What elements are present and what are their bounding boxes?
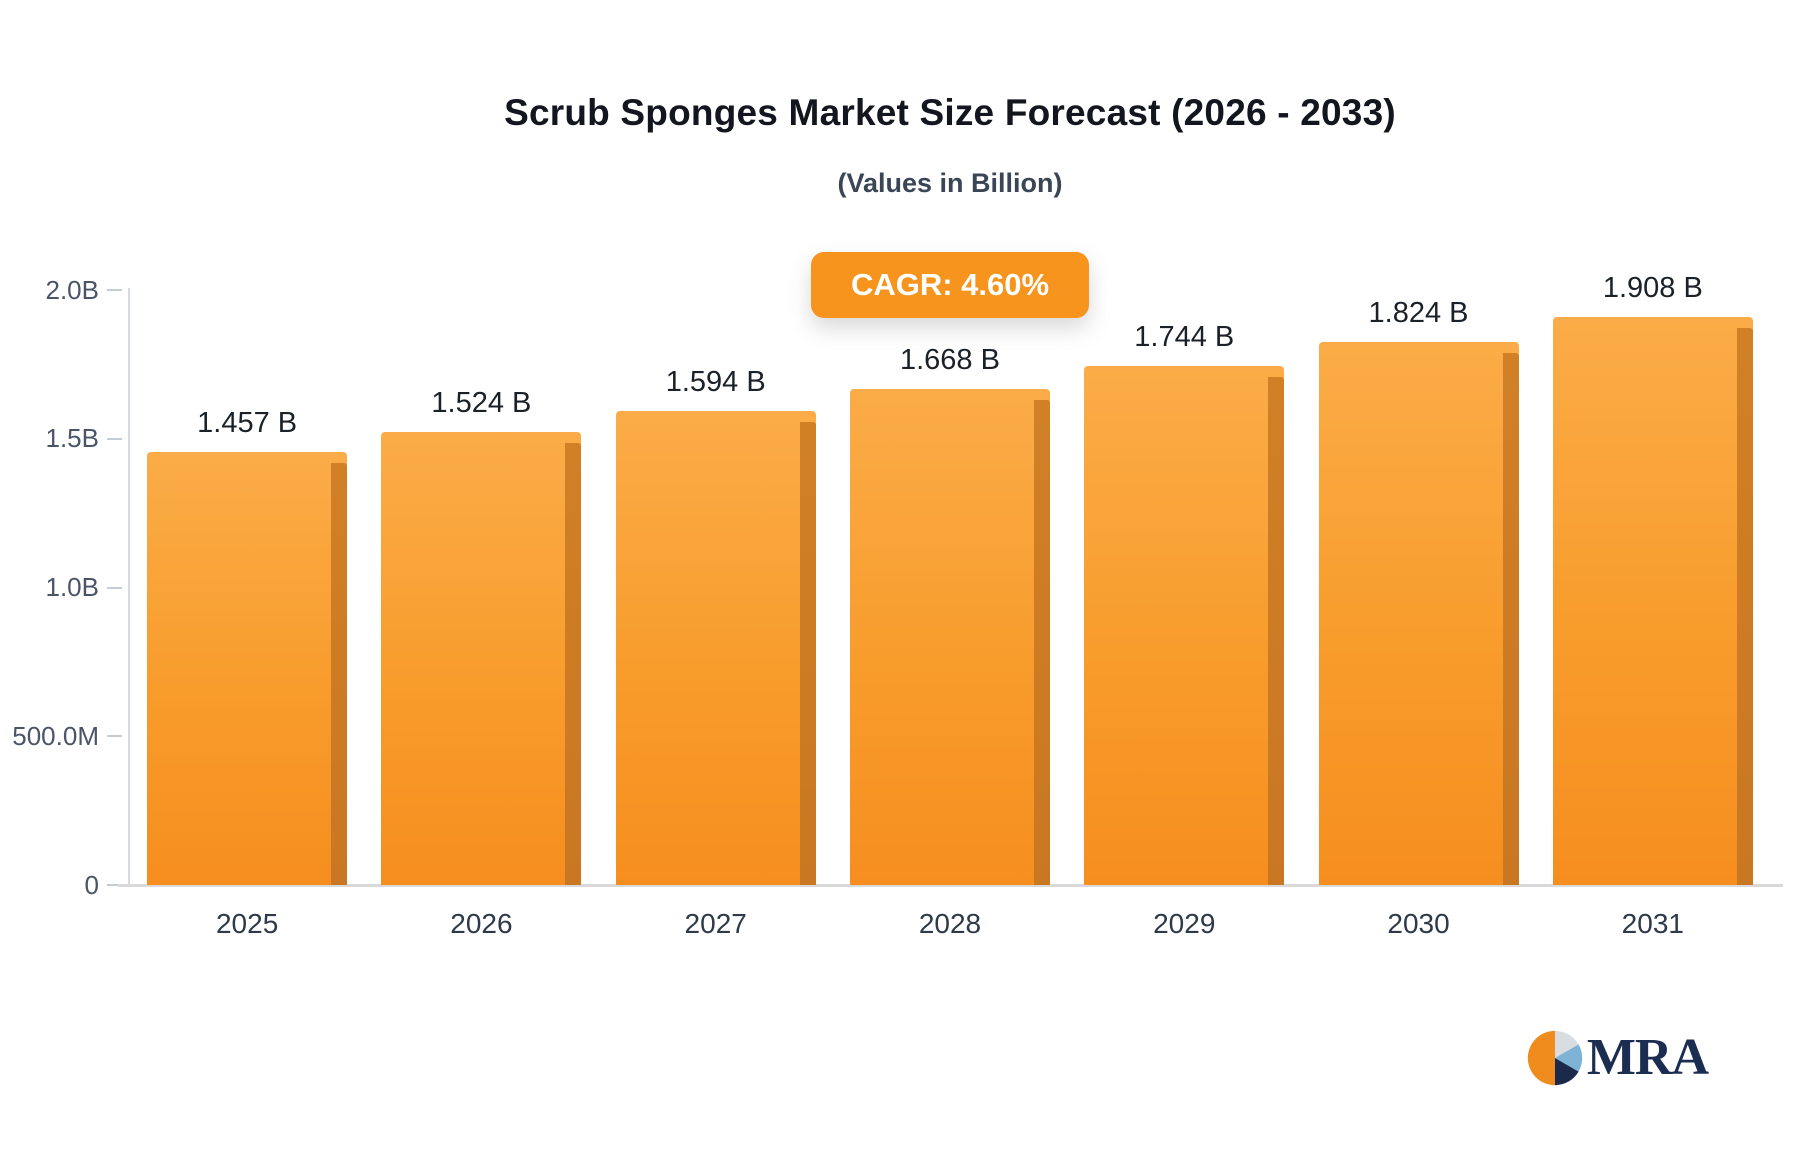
bar[interactable]: [381, 432, 582, 885]
mra-logo: MRA: [1526, 1028, 1709, 1087]
y-tick-label: 500.0M: [12, 720, 99, 751]
y-tick: 500.0M: [12, 720, 122, 751]
y-tick-label: 0: [84, 869, 99, 900]
y-tick-label: 1.0B: [45, 572, 100, 602]
bar[interactable]: [147, 452, 348, 885]
y-tick-mark: [107, 884, 122, 886]
x-axis-label: 2031: [1621, 908, 1684, 939]
y-tick-mark: [107, 437, 122, 440]
bar-side-face: [1033, 400, 1050, 885]
bar-group: 1.594 B: [599, 366, 833, 885]
y-tick-label: 1.5B: [45, 423, 100, 454]
x-axis-label: 2025: [215, 908, 279, 939]
chart-title: Scrub Sponges Market Size Forecast (2026…: [504, 92, 1396, 133]
y-tick-mark: [107, 735, 122, 738]
cagr-badge: CAGR: 4.60%: [810, 252, 1090, 318]
bar-side-face: [1736, 328, 1753, 885]
bar[interactable]: [1318, 342, 1519, 885]
x-axis-line: [118, 884, 1783, 887]
bar[interactable]: [1084, 366, 1285, 885]
y-axis: 2.0B 1.5B 1.0B 500.0M 0: [0, 275, 122, 900]
y-tick-mark: [107, 586, 122, 589]
bar-value-label: 1.744 B: [1134, 321, 1235, 353]
y-tick: 1.5B: [45, 423, 122, 454]
x-axis-label: 2028: [918, 908, 982, 939]
bar-group: 1.824 B: [1301, 297, 1535, 885]
bar[interactable]: [615, 411, 816, 885]
y-tick: 1.0B: [45, 572, 122, 602]
x-axis-labels: 2025 2026 2027 2028 2029 2030 2031: [130, 908, 1770, 940]
bar-value-label: 1.668 B: [899, 344, 1000, 376]
bar-side-face: [1268, 377, 1285, 885]
bar-group: 1.908 B: [1536, 272, 1770, 885]
bar-value-label: 1.524 B: [431, 387, 532, 419]
bar-group: 1.668 B: [833, 344, 1067, 885]
x-axis-label: 2030: [1387, 908, 1450, 939]
bar[interactable]: [849, 389, 1050, 885]
y-axis-line: [128, 288, 130, 885]
chart-subtitle: (Values in Billion): [837, 168, 1063, 198]
bar-side-face: [799, 422, 816, 885]
bar-value-label: 1.457 B: [197, 407, 298, 439]
y-tick-mark: [107, 289, 122, 291]
bars-area: 1.457 B 1.524 B 1.594 B 1.668 B 1.744 B 1.824…: [130, 272, 1770, 885]
y-tick: 0: [84, 869, 122, 900]
mra-logo-icon: [1527, 1030, 1582, 1085]
bar-group: 1.744 B: [1067, 321, 1301, 885]
bar-side-face: [565, 443, 582, 885]
x-axis-label: 2027: [684, 908, 747, 939]
bar-side-face: [1502, 353, 1519, 885]
cagr-badge-wrap: CAGR: 4.60%: [130, 252, 1770, 318]
bar-value-label: 1.594 B: [665, 366, 766, 398]
bar[interactable]: [1552, 317, 1753, 885]
bar-value-label: 1.908 B: [1602, 272, 1703, 304]
mra-logo-text: MRA: [1586, 1029, 1709, 1086]
x-axis-label: 2029: [1153, 908, 1216, 939]
bar-group: 1.524 B: [364, 387, 598, 885]
x-axis-label: 2026: [450, 908, 513, 939]
bar-group: 1.457 B: [130, 407, 364, 885]
bar-side-face: [331, 463, 348, 885]
y-tick-label: 2.0B: [45, 274, 100, 305]
y-tick: 2.0B: [45, 274, 122, 305]
bar-value-label: 1.824 B: [1368, 297, 1469, 329]
